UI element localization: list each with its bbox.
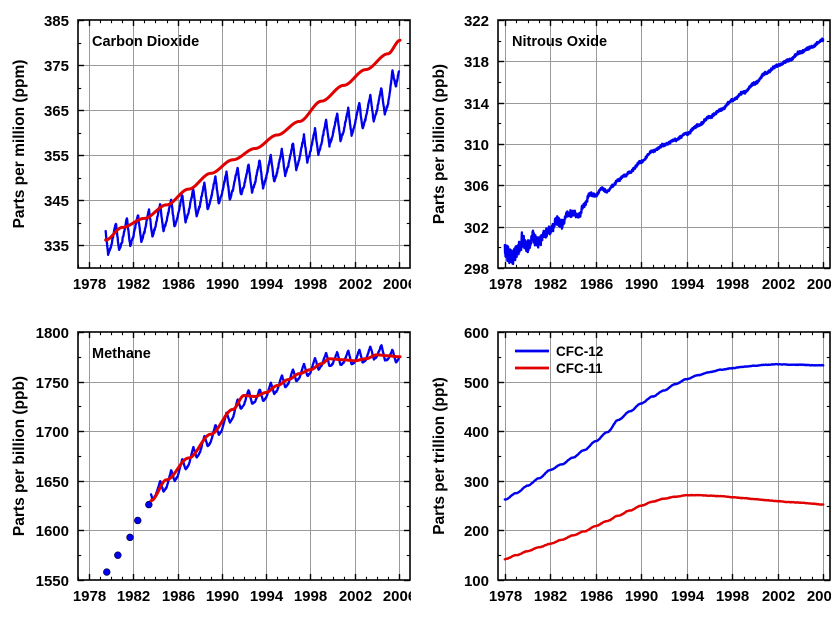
x-tick-label: 1990 [206,588,239,605]
y-tick-label: 314 [464,96,490,113]
marker-series [103,500,153,576]
y-tick-label: 375 [44,58,69,75]
y-tick-label: 345 [44,193,69,210]
plot-frame [77,331,411,581]
series-smoothed-trend [149,353,402,503]
plot-frame [77,19,411,269]
y-tick-label: 300 [464,474,489,491]
y-tick-label: 1600 [36,523,69,540]
axis-ticks: 1978 1982 1986 1990 1994 1998 2002 2006 100 200 30… [464,325,831,605]
y-tick-label: 335 [44,238,69,255]
x-tick-label: 2006 [807,276,831,293]
x-tick-label: 1990 [625,588,658,605]
x-tick-label: 1986 [580,588,613,605]
x-tick-label: 2002 [762,276,795,293]
x-tick-label: 1978 [489,276,522,293]
y-tick-label: 306 [464,178,489,195]
y-tick-label: 1800 [36,325,69,342]
panel-cfc: 1978 1982 1986 1990 1994 1998 2002 2006 100 200 30… [420,312,831,624]
y-tick-label: 1750 [36,375,69,392]
series-cfc-12 [503,362,825,501]
data-series-group [503,362,825,561]
panel-carbon-dioxide: 1978 1982 1986 1990 1994 1998 2002 2006 335 345 35… [0,0,411,312]
y-tick-label: 1700 [36,424,69,441]
x-tick-label: 1978 [73,276,106,293]
y-tick-label: 1650 [36,474,69,491]
panel-title: Carbon Dioxide [92,34,199,50]
axis-ticks: 1978 1982 1986 1990 1994 1998 2002 2006 335 345 35… [44,13,411,293]
x-tick-label: 1986 [580,276,613,293]
x-tick-label: 1990 [625,276,658,293]
y-tick-label: 322 [464,13,489,30]
y-tick-label: 310 [464,137,489,154]
y-axis-title: Parts per billion (ppb) [11,376,28,536]
y-tick-label: 400 [464,424,489,441]
plot-frame [497,19,831,269]
x-tick-label: 1986 [162,276,195,293]
x-tick-label: 1998 [716,588,749,605]
x-tick-label: 1998 [716,276,749,293]
y-tick-label: 1550 [36,573,69,590]
series-cfc-11 [503,493,825,561]
grid [498,332,830,580]
x-tick-label: 1982 [117,276,150,293]
x-tick-label: 2006 [807,588,831,605]
x-tick-label: 1986 [162,588,195,605]
legend: CFC-12 CFC-11 [515,344,603,376]
data-series-group [503,37,825,266]
x-tick-label: 2006 [383,588,411,605]
panel-methane: 1978 1982 1986 1990 1994 1998 2002 2006 1550 1600… [0,312,411,624]
x-tick-label: 1994 [671,276,705,293]
y-tick-label: 385 [44,13,69,30]
x-tick-label: 1994 [250,276,284,293]
legend-label: CFC-12 [556,344,603,359]
panel-title: Nitrous Oxide [512,34,607,50]
grid [78,332,410,580]
y-axis-title: Parts per trillion (ppt) [431,377,448,535]
x-tick-label: 1998 [294,588,327,605]
axis-ticks: 1978 1982 1986 1990 1994 1998 2002 2006 1550 1600… [36,325,411,605]
x-tick-label: 1994 [250,588,284,605]
x-tick-label: 1990 [206,276,239,293]
series-monthly-mean-n2o [503,37,825,266]
y-tick-label: 298 [464,261,489,278]
y-tick-label: 200 [464,523,489,540]
y-axis-title: Parts per million (ppm) [11,60,28,229]
x-tick-label: 1978 [73,588,106,605]
x-tick-label: 1978 [489,588,522,605]
data-series-group [104,38,402,257]
y-tick-label: 355 [44,148,69,165]
series-smoothed-trend [104,38,402,242]
y-tick-label: 500 [464,375,489,392]
series-monthly-mean-co2 [104,69,401,257]
x-tick-label: 1982 [117,588,150,605]
x-tick-label: 2002 [762,588,795,605]
y-tick-label: 100 [464,573,489,590]
x-tick-label: 2002 [339,588,372,605]
axis-ticks: 1978 1982 1986 1990 1994 1998 2002 2006 298 302 30… [464,13,831,293]
y-tick-label: 302 [464,220,489,237]
grid [78,20,410,268]
y-tick-label: 318 [464,54,489,71]
data-series-group [103,344,402,576]
y-tick-label: 600 [464,325,489,342]
plot-frame [497,331,831,581]
x-tick-label: 1994 [671,588,705,605]
x-tick-label: 2006 [383,276,411,293]
x-tick-label: 1982 [534,276,567,293]
x-tick-label: 1982 [534,588,567,605]
y-tick-label: 365 [44,103,69,120]
y-axis-title: Parts per billion (ppb) [431,64,448,224]
x-tick-label: 1998 [294,276,327,293]
series-monthly-mean-ch4 [149,344,400,500]
x-tick-label: 2002 [339,276,372,293]
legend-label: CFC-11 [556,361,603,376]
panel-nitrous-oxide: 1978 1982 1986 1990 1994 1998 2002 2006 298 302 30… [420,0,831,312]
panel-title: Methane [92,346,151,362]
